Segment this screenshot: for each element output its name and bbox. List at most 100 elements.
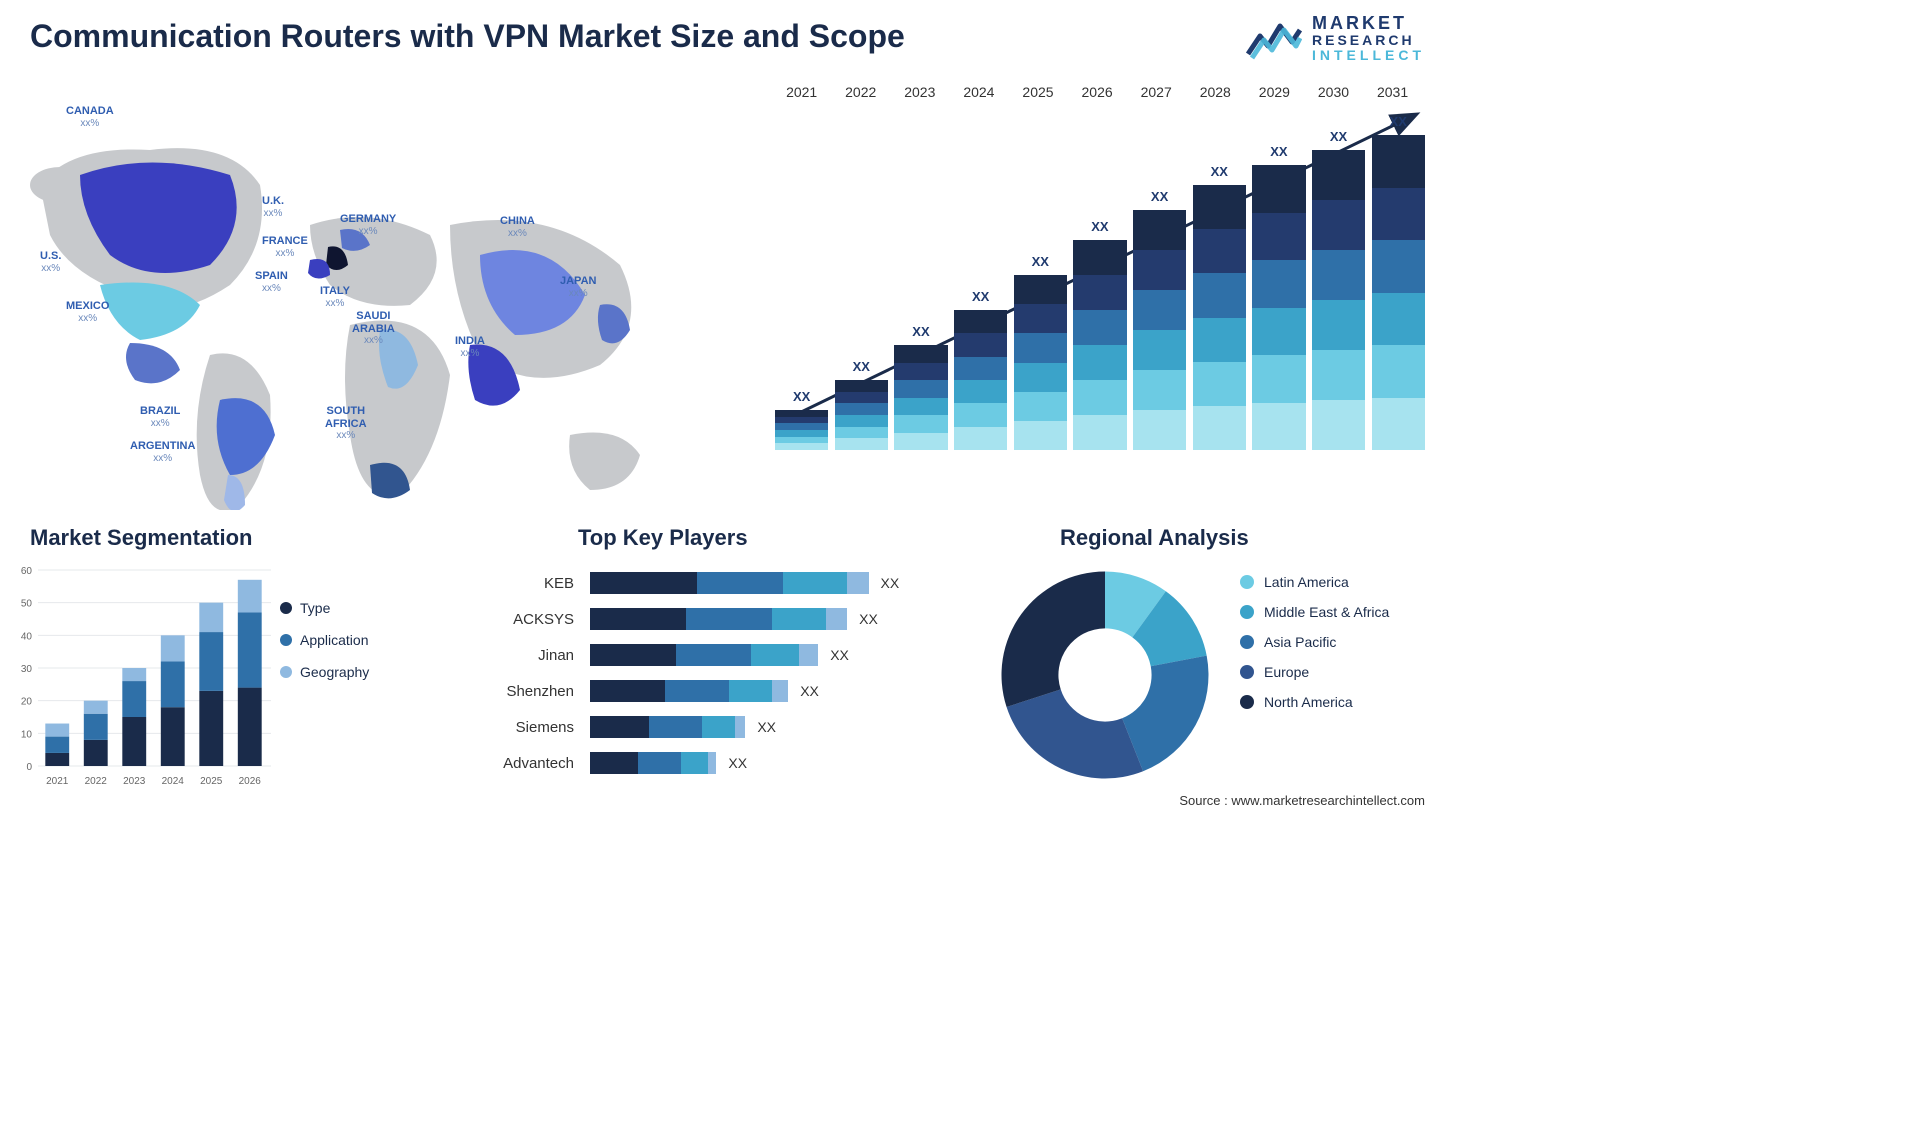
regional-legend-item: Middle East & Africa <box>1240 604 1389 620</box>
growth-xlabel: 2023 <box>893 84 946 100</box>
svg-text:20: 20 <box>21 697 33 708</box>
key-player-bar <box>590 572 869 594</box>
segmentation-legend-item: Geography <box>280 664 369 680</box>
map-label: JAPANxx% <box>560 275 596 299</box>
growth-xlabel: 2030 <box>1307 84 1360 100</box>
growth-xlabel: 2028 <box>1189 84 1242 100</box>
logo-line3: INTELLECT <box>1312 48 1425 63</box>
segmentation-legend-item: Type <box>280 600 369 616</box>
growth-xlabel: 2024 <box>952 84 1005 100</box>
key-player-value: XX <box>881 575 900 591</box>
growth-xlabel: 2022 <box>834 84 887 100</box>
growth-bar-label: XX <box>793 389 810 404</box>
logo-mark-icon <box>1246 16 1302 60</box>
map-label: CANADAxx% <box>66 105 114 129</box>
page-title: Communication Routers with VPN Market Si… <box>30 18 905 55</box>
svg-text:2021: 2021 <box>46 776 69 787</box>
map-label: SOUTHAFRICAxx% <box>325 405 367 442</box>
logo-line2: RESEARCH <box>1312 33 1425 48</box>
growth-xlabel: 2025 <box>1011 84 1064 100</box>
key-player-name: Jinan <box>470 647 590 664</box>
growth-bar: XX <box>1193 164 1246 450</box>
donut-slice <box>1007 689 1144 778</box>
svg-text:2026: 2026 <box>239 776 262 787</box>
key-player-bar <box>590 608 847 630</box>
map-label: MEXICOxx% <box>66 300 109 324</box>
map-label: CHINAxx% <box>500 215 535 239</box>
svg-text:50: 50 <box>21 599 33 610</box>
growth-bar: XX <box>1312 129 1365 450</box>
map-label: ARGENTINAxx% <box>130 440 195 464</box>
key-player-row: ACKSYS XX <box>470 606 970 632</box>
map-label: ITALYxx% <box>320 285 350 309</box>
growth-xlabel: 2031 <box>1366 84 1419 100</box>
growth-bar-label: XX <box>1390 114 1407 129</box>
growth-xlabel: 2021 <box>775 84 828 100</box>
key-player-row: KEB XX <box>470 570 970 596</box>
brand-logo: MARKET RESEARCH INTELLECT <box>1246 14 1425 62</box>
growth-bar-label: XX <box>853 359 870 374</box>
key-player-name: Advantech <box>470 755 590 772</box>
svg-text:60: 60 <box>21 566 33 577</box>
regional-legend: Latin America Middle East & Africa Asia Pa… <box>1240 574 1389 724</box>
key-player-row: Siemens XX <box>470 714 970 740</box>
key-players-title: Top Key Players <box>578 525 748 551</box>
growth-bar: XX <box>894 324 947 450</box>
svg-text:10: 10 <box>21 729 33 740</box>
key-player-value: XX <box>728 755 747 771</box>
world-map: CANADAxx%U.S.xx%MEXICOxx%BRAZILxx%ARGENT… <box>10 95 710 510</box>
regional-legend-item: Europe <box>1240 664 1389 680</box>
map-label: SPAINxx% <box>255 270 288 294</box>
logo-text: MARKET RESEARCH INTELLECT <box>1312 14 1425 62</box>
growth-xlabel: 2026 <box>1070 84 1123 100</box>
regional-legend-item: North America <box>1240 694 1389 710</box>
key-player-name: KEB <box>470 575 590 592</box>
growth-bar: XX <box>1073 219 1126 450</box>
world-map-svg <box>10 95 710 510</box>
growth-bar-label: XX <box>1330 129 1347 144</box>
growth-bar-label: XX <box>1091 219 1108 234</box>
key-players-chart: KEBXXACKSYSXXJinanXXShenzhenXXSiemensXXA… <box>470 570 970 790</box>
key-player-name: Siemens <box>470 719 590 736</box>
svg-text:2023: 2023 <box>123 776 146 787</box>
svg-text:2024: 2024 <box>162 776 185 787</box>
map-label: INDIAxx% <box>455 335 485 359</box>
key-player-name: ACKSYS <box>470 611 590 628</box>
donut-slice <box>1002 572 1106 707</box>
growth-chart: XXXXXXXXXXXXXXXXXXXXXX 20212022202320242… <box>775 100 1425 480</box>
regional-legend-item: Asia Pacific <box>1240 634 1389 650</box>
key-player-bar <box>590 716 745 738</box>
map-label: FRANCExx% <box>262 235 308 259</box>
key-player-value: XX <box>830 647 849 663</box>
growth-bar: XX <box>1252 144 1305 450</box>
map-label: U.K.xx% <box>262 195 284 219</box>
key-player-bar <box>590 752 716 774</box>
growth-bar-label: XX <box>1211 164 1228 179</box>
source-label: Source : www.marketresearchintellect.com <box>1179 793 1425 808</box>
segmentation-legend: Type Application Geography <box>280 600 369 696</box>
growth-bar-label: XX <box>1032 254 1049 269</box>
svg-text:30: 30 <box>21 664 33 675</box>
growth-bar-label: XX <box>1151 189 1168 204</box>
segmentation-legend-item: Application <box>280 632 369 648</box>
growth-bar-label: XX <box>972 289 989 304</box>
svg-text:0: 0 <box>26 762 32 773</box>
growth-xlabel: 2027 <box>1130 84 1183 100</box>
key-player-value: XX <box>859 611 878 627</box>
key-player-row: Advantech XX <box>470 750 970 776</box>
growth-bar: XX <box>1014 254 1067 450</box>
key-player-value: XX <box>800 683 819 699</box>
key-player-row: ShenzhenXX <box>470 678 970 704</box>
regional-legend-item: Latin America <box>1240 574 1389 590</box>
svg-text:2025: 2025 <box>200 776 223 787</box>
growth-bar-label: XX <box>912 324 929 339</box>
svg-text:2022: 2022 <box>85 776 108 787</box>
growth-bar-label: XX <box>1270 144 1287 159</box>
growth-bar: XX <box>954 289 1007 450</box>
segmentation-title: Market Segmentation <box>30 525 253 551</box>
logo-line1: MARKET <box>1312 14 1425 33</box>
key-player-bar <box>590 644 818 666</box>
growth-bar: XX <box>775 389 828 450</box>
growth-bar: XX <box>1133 189 1186 450</box>
key-player-value: XX <box>757 719 776 735</box>
